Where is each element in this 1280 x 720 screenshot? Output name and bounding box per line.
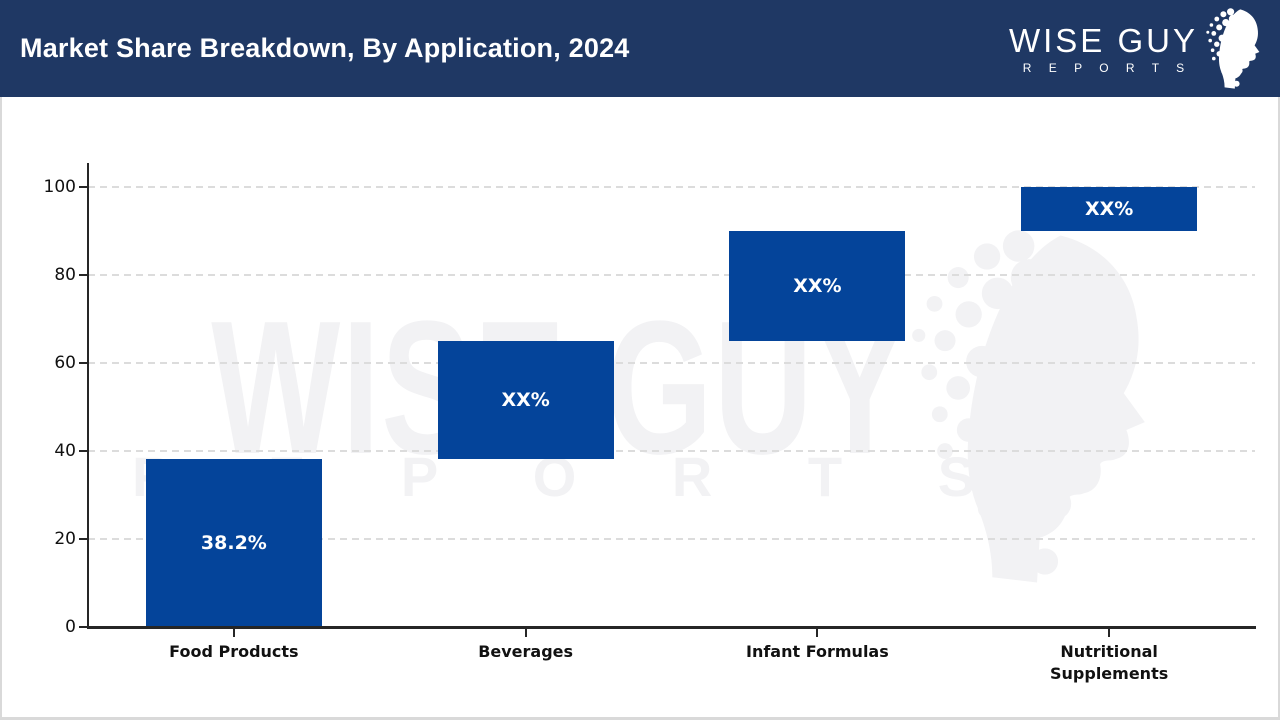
x-category-label-beverages: Beverages: [478, 642, 574, 661]
y-tick-40: [79, 450, 87, 452]
page-title: Market Share Breakdown, By Application, …: [20, 33, 630, 63]
y-gridline-80: [88, 274, 1255, 276]
dotted-head-profile-icon: [1194, 7, 1266, 91]
y-gridline-20: [88, 538, 1255, 540]
x-category-label-infant-formulas: Infant Formulas: [746, 642, 889, 661]
header-banner: Market Share Breakdown, By Application, …: [0, 0, 1280, 97]
x-axis-line: [87, 626, 1256, 629]
bar-value-label-food-products: 38.2%: [200, 531, 267, 554]
bar-value-label-beverages: XX%: [501, 388, 550, 411]
x-tick-food-products: [232, 629, 235, 637]
y-tick-label-20: 20: [54, 529, 76, 549]
x-category-label-nutritional-supplements: Nutritional Supplements: [1050, 642, 1169, 683]
y-gridline-60: [88, 362, 1255, 364]
y-tick-label-80: 80: [54, 265, 76, 285]
x-tick-infant-formulas: [816, 629, 819, 637]
y-gridline-40: [88, 450, 1255, 452]
y-tick-80: [79, 274, 87, 276]
y-tick-label-0: 0: [65, 617, 76, 637]
logo-wordmark: WISE GUY R E P O R T S: [1009, 24, 1198, 74]
y-tick-60: [79, 362, 87, 364]
chart-canvas: WISE GUY R E P O R T S 0 20 40 60 80 100 38.2%…: [0, 97, 1280, 720]
bar-food-products: 38.2%: [145, 458, 322, 627]
y-tick-label-60: 60: [54, 353, 76, 373]
y-tick-0: [79, 626, 87, 628]
x-category-label-food-products: Food Products: [169, 642, 299, 661]
y-tick-label-100: 100: [43, 177, 76, 197]
y-axis-line: [87, 163, 89, 629]
x-tick-beverages: [524, 629, 527, 637]
y-tick-20: [79, 538, 87, 540]
bar-value-label-infant-formulas: XX%: [793, 275, 842, 297]
y-gridline-100: [88, 186, 1255, 188]
wise-guy-reports-logo: WISE GUY R E P O R T S: [1009, 7, 1266, 91]
bar-nutritional-supplements: XX%: [1021, 187, 1198, 231]
bar-infant-formulas: XX%: [729, 231, 906, 341]
bar-beverages: XX%: [437, 341, 614, 459]
logo-brand-bottom: R E P O R T S: [1022, 60, 1192, 75]
logo-brand-top: WISE GUY: [1008, 21, 1198, 59]
y-tick-100: [79, 186, 87, 188]
x-tick-nutritional-supplements: [1108, 629, 1111, 637]
y-tick-label-40: 40: [54, 441, 76, 461]
bar-value-label-nutritional-supplements: XX%: [1084, 198, 1134, 220]
